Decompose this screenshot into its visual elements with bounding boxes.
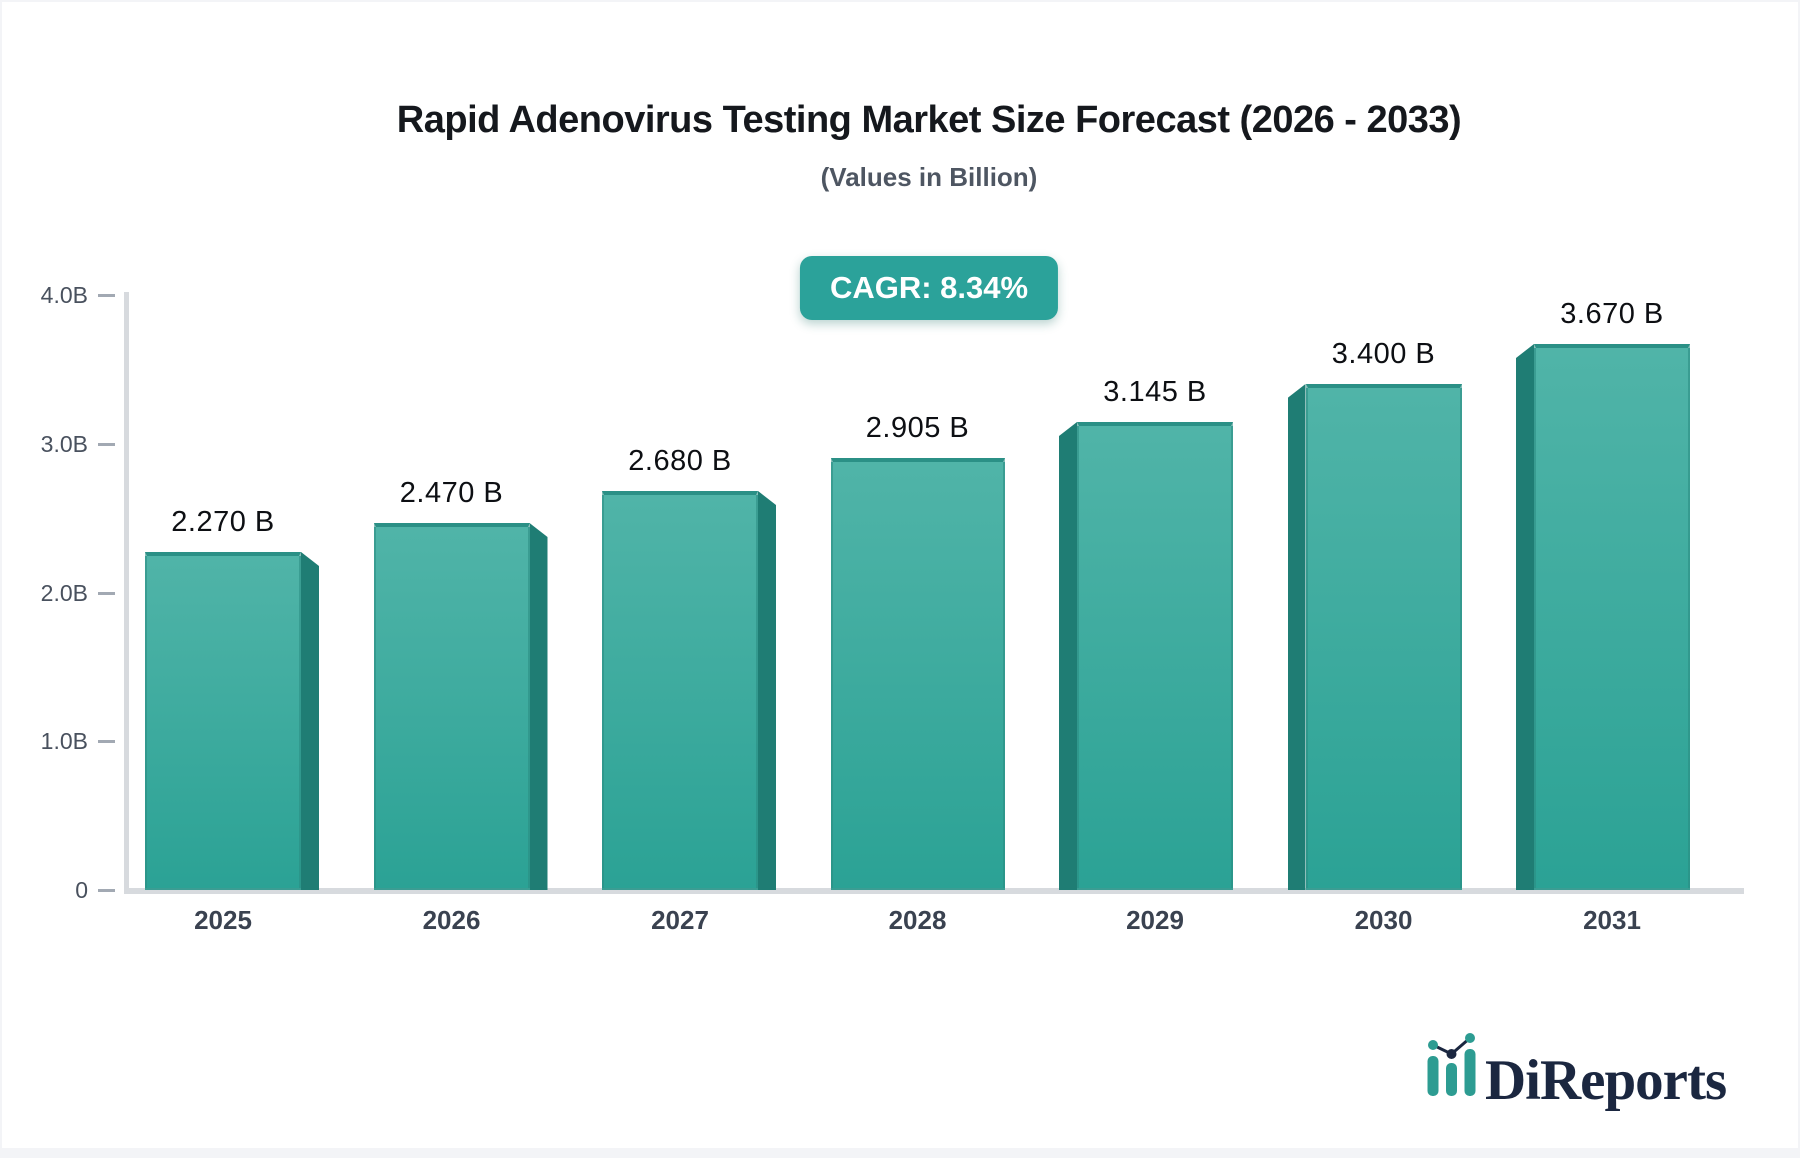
x-axis-label: 2030 [1354, 905, 1413, 935]
bar-2026 [373, 523, 530, 890]
bar-3d-side [1516, 344, 1534, 890]
x-axis-label: 2025 [194, 905, 252, 935]
bar-value-label: 2.905 B [865, 412, 970, 444]
y-tick-mark [98, 889, 115, 892]
bar-value-label: 3.400 B [1331, 338, 1436, 370]
bar-value-label: 3.670 B [1560, 298, 1664, 330]
y-tick-label: 0 [75, 877, 88, 903]
logo-text: DiReports [1485, 1049, 1727, 1112]
bar-3d-side [529, 523, 548, 890]
y-tick-mark [98, 591, 115, 595]
y-axis-line [124, 292, 129, 894]
bar-2027 [602, 491, 758, 890]
bar-3d-side [1059, 422, 1077, 890]
y-tick-label: 4.0B [40, 282, 88, 308]
logo-bar-chart-icon [1427, 1033, 1476, 1096]
bar-2028 [830, 458, 1005, 890]
bar-2030 [1305, 384, 1462, 890]
bar-3d-side [1287, 384, 1306, 890]
x-axis-line [124, 888, 1744, 894]
y-tick-mark [98, 442, 115, 446]
chart-subtitle: (Values in Billion) [820, 162, 1038, 192]
chart-title: Rapid Adenovirus Testing Market Size For… [396, 99, 1462, 141]
bar-2031 [1534, 344, 1690, 890]
bar-3d-side [758, 491, 776, 890]
bar-value-label: 3.145 B [1103, 376, 1207, 408]
bar-value-label: 2.470 B [399, 477, 504, 509]
x-axis-label: 2031 [1583, 905, 1641, 935]
x-axis-label: 2028 [888, 905, 947, 935]
y-tick-mark [98, 740, 115, 744]
bar-2029 [1077, 422, 1233, 890]
bar-value-label: 2.680 B [628, 445, 732, 477]
bar-2025 [145, 552, 301, 890]
x-axis-label: 2027 [651, 905, 709, 935]
x-axis-label: 2026 [422, 905, 481, 935]
bar-value-label: 2.270 B [171, 506, 275, 538]
cagr-badge: CAGR: 8.34% [799, 256, 1059, 320]
x-axis-label: 2029 [1126, 905, 1184, 935]
bar-3d-side [301, 552, 319, 890]
logo: DiReports [1426, 1032, 1727, 1112]
y-tick-label: 3.0B [40, 430, 88, 457]
y-tick-label: 2.0B [40, 579, 88, 606]
y-tick-mark [98, 294, 115, 297]
y-tick-label: 1.0B [40, 728, 88, 755]
